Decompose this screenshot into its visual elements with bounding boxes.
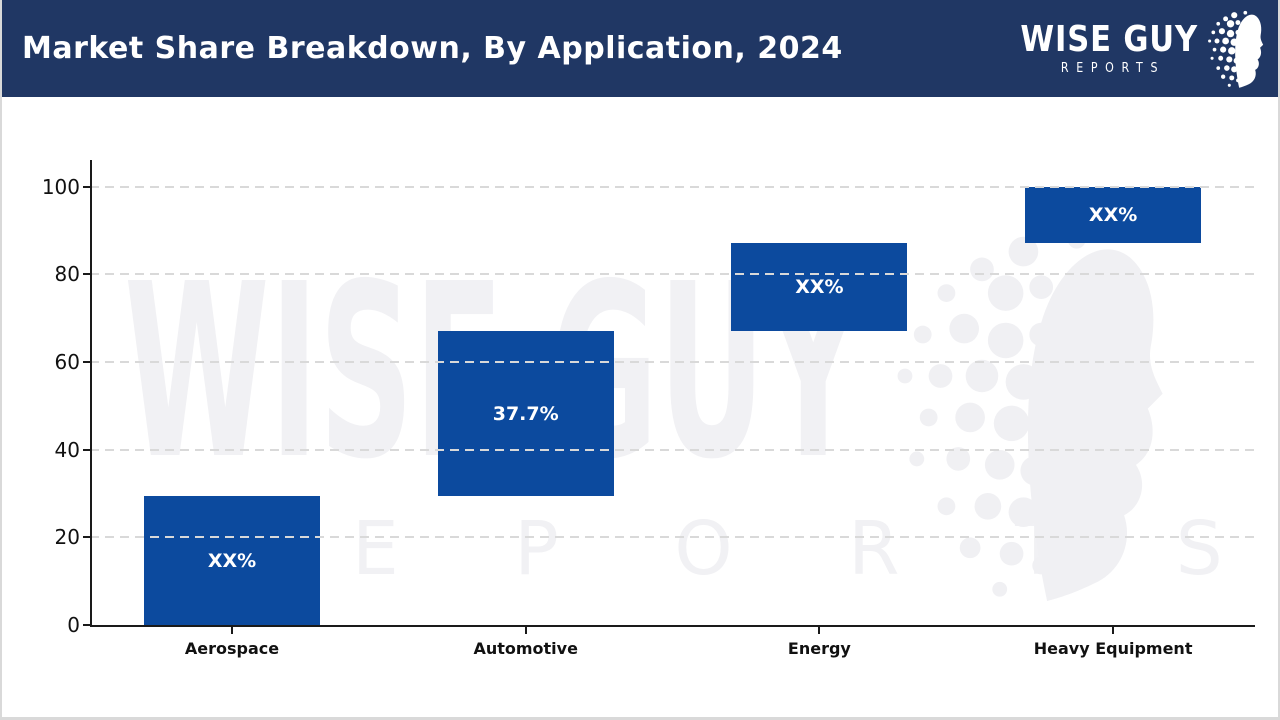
y-tick-80 [83,273,91,276]
gridline-100 [90,185,1255,188]
x-axis-label-0: Aerospace [184,639,280,658]
x-tick-1 [524,627,527,634]
gridline-40 [90,448,1255,451]
bar-value-label: XX% [207,549,257,572]
brand-logo-text: WISE GUY REPORTS [1020,19,1198,76]
y-tick-0 [83,624,91,626]
gridline-60 [90,361,1255,364]
y-tick-40 [83,448,91,451]
x-axis-line [90,625,1255,627]
bar-energy: XX% [731,242,908,331]
x-tick-0 [231,627,233,634]
y-axis-line [90,160,92,627]
y-axis-label-40: 40 [54,437,80,462]
x-axis-label-1: Automotive [473,639,578,658]
page-title: Market Share Breakdown, By Application, … [22,31,843,66]
waterfall-chart: XX% Aerospace 37.7% Automotive XX% Energy XX% H… [2,97,1278,717]
dotted-head-icon [1202,9,1264,89]
x-tick-3 [1112,627,1115,634]
x-axis-label-3: Heavy Equipment [1033,639,1193,658]
gridline-80 [90,273,1255,276]
bar-value-label: XX% [1088,203,1138,226]
x-tick-2 [818,627,821,634]
gridline-20 [90,536,1255,539]
y-tick-60 [83,361,91,364]
bar-automotive: 37.7% [437,330,614,497]
brand-logo: WISE GUY REPORTS [989,9,1264,89]
bar-heavy-equipment: XX% [1025,186,1202,243]
brand-subtitle: REPORTS [1060,61,1166,76]
bar-value-label: 37.7% [492,402,559,425]
brand-name: WISE GUY [1020,19,1198,60]
y-axis-label-80: 80 [54,262,80,287]
bar-value-label: XX% [795,275,844,298]
y-tick-20 [83,536,91,539]
y-axis-label-60: 60 [54,350,80,375]
y-axis-label-20: 20 [54,525,80,550]
y-axis-label-100: 100 [41,174,80,199]
y-axis-label-0: 0 [67,613,80,637]
y-tick-100 [83,185,91,188]
bar-aerospace: XX% [144,496,320,625]
header-bar: Market Share Breakdown, By Application, … [2,0,1278,97]
x-axis-label-2: Energy [787,639,851,658]
